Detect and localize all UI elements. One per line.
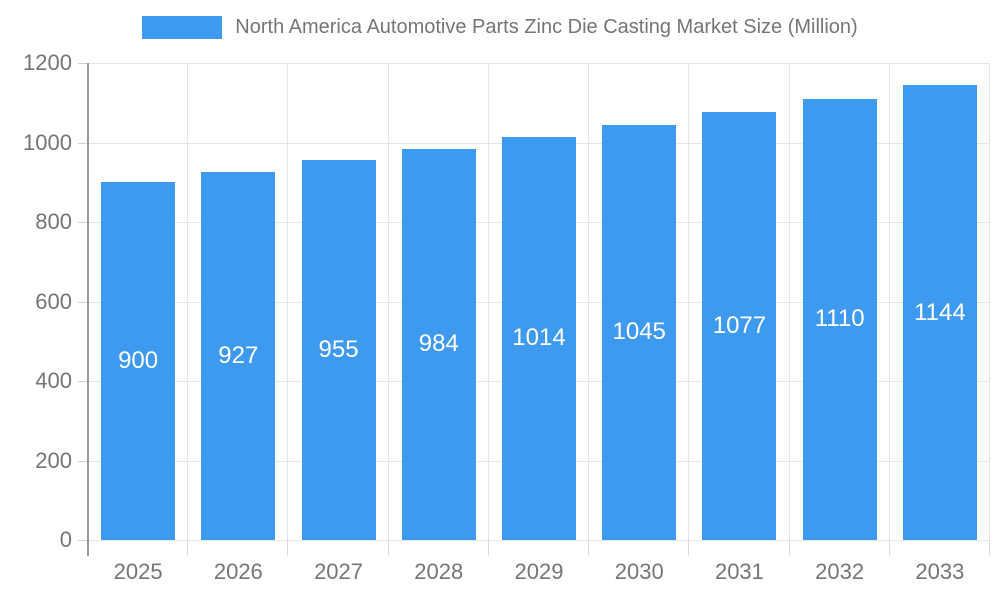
gridline-vertical <box>387 63 389 540</box>
x-axis-tick-label: 2033 <box>915 559 965 584</box>
bar-2032: 1110 <box>802 98 877 540</box>
bar-2031: 1077 <box>702 111 777 540</box>
gridline-vertical <box>287 63 289 540</box>
bar-value-label: 900 <box>118 347 159 375</box>
chart-title: North America Automotive Parts Zinc Die … <box>235 16 858 38</box>
gridline-vertical <box>888 63 890 540</box>
y-axis-tick <box>78 460 88 462</box>
x-axis-tick-label: 2031 <box>714 559 764 584</box>
x-axis-tick-label: 2030 <box>614 559 664 584</box>
y-axis-tick-label: 1200 <box>23 50 72 75</box>
y-axis-tick-label: 1000 <box>23 129 72 155</box>
gridline-vertical <box>989 63 990 540</box>
y-axis-tick-label: 400 <box>35 368 72 393</box>
x-axis-tick <box>888 540 890 556</box>
x-axis-tick <box>187 540 189 556</box>
x-axis-tick-label: 2025 <box>113 559 163 584</box>
x-axis-tick <box>487 540 489 556</box>
x-axis-tick <box>688 540 690 556</box>
x-axis-tick <box>387 540 389 556</box>
bar-2028: 984 <box>401 148 476 540</box>
bar-value-label: 1110 <box>814 305 865 333</box>
gridline-vertical <box>788 63 790 540</box>
y-axis-tick-label: 0 <box>59 527 72 552</box>
bar-2026: 927 <box>201 171 276 540</box>
y-axis-tick <box>78 301 88 303</box>
bar-2029: 1014 <box>502 136 576 540</box>
x-axis-tick <box>788 540 790 556</box>
x-axis-tick-label: 2029 <box>514 559 564 584</box>
x-axis-tick <box>989 540 990 556</box>
gridline-horizontal <box>88 540 990 541</box>
y-axis-tick <box>78 540 88 541</box>
x-axis-tick <box>287 540 289 556</box>
y-axis-tick <box>78 381 88 382</box>
x-axis-tick-label: 2027 <box>314 559 364 584</box>
bar-value-label: 1144 <box>914 298 966 326</box>
gridline-horizontal <box>88 63 990 64</box>
chart-legend: North America Automotive Parts Zinc Die … <box>0 14 1000 40</box>
y-axis-tick <box>78 222 88 223</box>
bar-2025: 900 <box>101 182 176 540</box>
y-axis-tick <box>78 142 88 144</box>
plot-area: 900 927 955 984 1014 1045 1077 1110 1144 0 200 400… <box>23 50 990 584</box>
bar-2033: 1144 <box>902 85 977 540</box>
bar-value-label: 984 <box>418 330 459 358</box>
gridline-vertical <box>588 63 590 540</box>
legend-swatch-icon <box>142 15 223 39</box>
bar-value-label: 1014 <box>512 324 566 352</box>
gridline-vertical <box>187 63 189 540</box>
gridline-vertical <box>688 63 690 540</box>
gridline-vertical <box>487 63 489 540</box>
bar-value-label: 927 <box>218 341 259 369</box>
y-axis-tick-label: 200 <box>35 447 72 473</box>
y-axis-tick <box>78 63 88 64</box>
bar-2030: 1045 <box>602 124 677 540</box>
bar-value-label: 1077 <box>712 311 767 339</box>
legend-item[interactable]: North America Automotive Parts Zinc Die … <box>142 14 858 40</box>
x-axis-tick <box>588 540 590 556</box>
bar-2027: 955 <box>301 160 376 540</box>
y-axis-tick-label: 800 <box>35 209 72 234</box>
bar-value-label: 955 <box>318 336 359 364</box>
y-axis-tick-label: 600 <box>35 288 72 314</box>
y-axis-line <box>87 63 89 556</box>
x-axis-tick-label: 2028 <box>414 559 464 584</box>
x-axis-tick-label: 2032 <box>815 559 865 584</box>
x-axis-tick-label: 2026 <box>213 559 263 584</box>
bar-value-label: 1045 <box>612 318 666 346</box>
